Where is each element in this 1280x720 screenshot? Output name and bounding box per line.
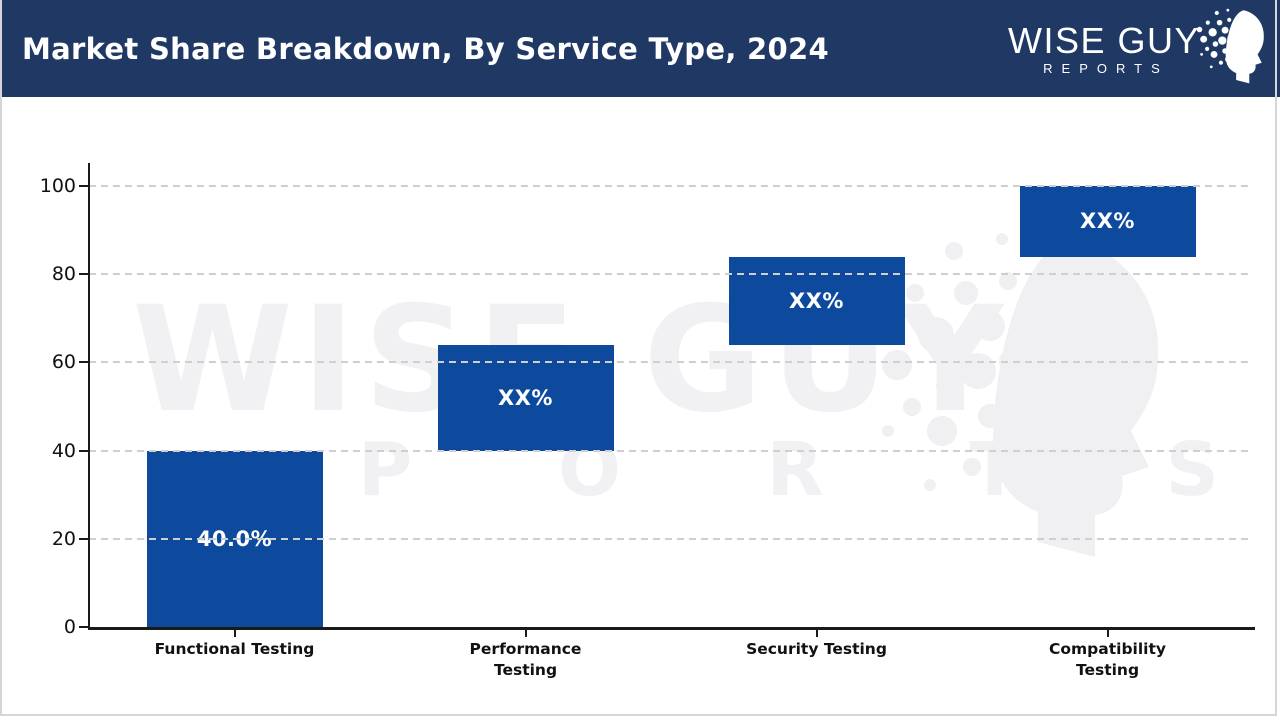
- x-axis-tick-mark: [524, 630, 527, 637]
- gridline: [89, 449, 1253, 452]
- x-axis-tick-mark: [233, 630, 236, 637]
- x-axis-tick-mark: [1106, 630, 1109, 637]
- x-axis-category-label-line: Compatibility: [1049, 640, 1166, 658]
- y-axis-tick-mark: [79, 273, 88, 276]
- x-axis-spine: [88, 627, 1255, 630]
- y-axis-tick-label: 60: [51, 351, 76, 374]
- logo-line2: REPORTS: [1043, 60, 1169, 76]
- logo-line1: WISE GUY: [1007, 19, 1200, 61]
- gridline: [89, 185, 1253, 187]
- y-axis-tick-label: 100: [39, 175, 76, 197]
- x-axis-category-label-line: Performance: [469, 640, 582, 658]
- gridline: [89, 361, 1253, 364]
- x-axis-category-label: Functional Testing: [85, 639, 385, 660]
- y-axis-tick-label: 40: [51, 439, 76, 462]
- wiseguy-head-icon: [1194, 6, 1270, 93]
- watermark-head-icon: [855, 221, 1185, 585]
- y-axis-tick-label: 80: [51, 263, 76, 286]
- header-bar: Market Share Breakdown, By Service Type,…: [0, 0, 1280, 97]
- y-axis-tick-mark: [79, 185, 88, 187]
- bar-3: XX%: [728, 256, 905, 345]
- gridline: [89, 273, 1253, 276]
- bar-value-label: XX%: [789, 288, 844, 313]
- gridline: [89, 537, 1253, 540]
- y-axis-tick-label: 0: [63, 616, 76, 638]
- y-axis-tick-mark: [79, 626, 88, 628]
- x-axis-category-label: Security Testing: [667, 639, 967, 660]
- x-axis-category-label: Performance Testing: [376, 639, 676, 681]
- x-axis-category-label-line: Testing: [1075, 661, 1140, 679]
- x-axis-category-label: Compatibility Testing: [958, 639, 1258, 681]
- x-axis-tick-mark: [815, 630, 818, 637]
- x-axis-category-label-line: Testing: [493, 661, 558, 679]
- x-axis-category-label-line: Security Testing: [746, 640, 887, 658]
- page-title: Market Share Breakdown, By Service Type,…: [22, 31, 829, 66]
- y-axis-tick-label: 20: [51, 527, 76, 550]
- bar-4: XX%: [1019, 186, 1196, 257]
- chart-canvas: WISE GUY P O R T S 0 20 40 60 80 100 40.0% Func…: [0, 97, 1280, 720]
- y-axis-tick-mark: [79, 361, 88, 364]
- y-axis-tick-mark: [79, 449, 88, 452]
- wiseguy-logo-text: WISE GUY REPORTS: [1007, 19, 1200, 76]
- y-axis-tick-mark: [79, 537, 88, 540]
- y-axis-spine: [88, 163, 90, 630]
- bar-value-label: XX%: [498, 385, 553, 410]
- bar-value-label: XX%: [1080, 209, 1135, 234]
- wiseguy-logo: WISE GUY REPORTS: [1008, 4, 1270, 93]
- x-axis-category-label-line: Functional Testing: [154, 640, 315, 658]
